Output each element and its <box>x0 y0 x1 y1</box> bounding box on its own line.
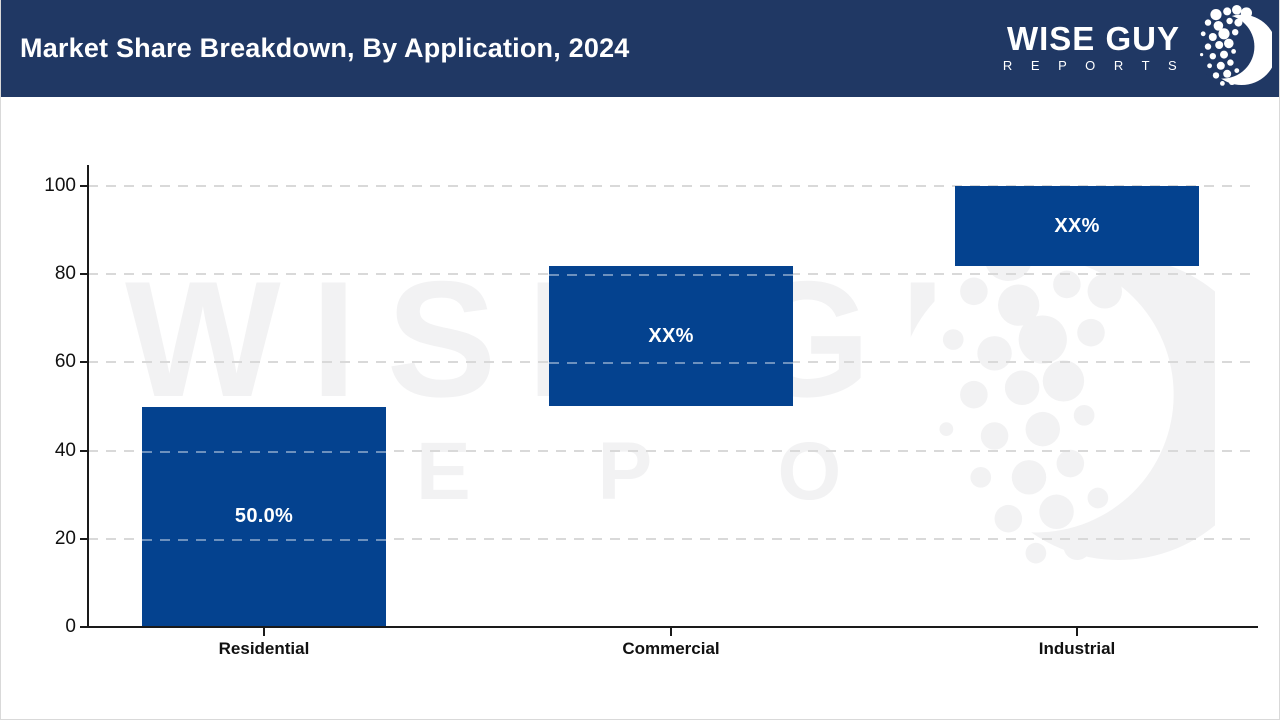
x-axis-label-industrial: Industrial <box>1038 639 1116 658</box>
y-axis-tick-0 <box>80 626 88 628</box>
y-axis-tick-20 <box>80 537 88 540</box>
bar-commercial: XX% <box>549 266 793 407</box>
x-axis-line <box>87 626 1258 628</box>
y-axis-label-60: 60 <box>54 351 76 373</box>
y-axis-tick-60 <box>80 361 88 364</box>
gridline-20 <box>88 537 1256 540</box>
y-axis-tick-100 <box>80 185 88 187</box>
bar-value-label-commercial: XX% <box>648 324 694 347</box>
brand-logo: WISE GUY R E P O R T S <box>1003 0 1274 97</box>
y-axis-line <box>87 165 89 628</box>
chart-title: Market Share Breakdown, By Application, … <box>20 33 630 63</box>
y-axis-tick-40 <box>80 449 88 452</box>
x-axis-tick-residential <box>263 628 265 636</box>
bar-value-label-residential: 50.0% <box>234 505 294 528</box>
x-axis-tick-industrial <box>1076 628 1078 636</box>
x-axis-label-residential: Residential <box>218 639 310 658</box>
y-axis-label-100: 100 <box>44 175 76 196</box>
header-band: Market Share Breakdown, By Application, … <box>0 0 1280 97</box>
bar-value-label-industrial: XX% <box>1054 214 1100 237</box>
logo-wordmark: WISE GUY R E P O R T S <box>1001 20 1186 74</box>
x-axis-tick-commercial <box>670 628 672 636</box>
bar-residential: 50.0% <box>142 406 386 627</box>
gridline-40 <box>88 449 1256 452</box>
y-axis-label-20: 20 <box>54 527 76 549</box>
y-axis-label-40: 40 <box>54 439 76 461</box>
x-axis-label-commercial: Commercial <box>622 639 720 658</box>
y-axis-label-0: 0 <box>65 616 76 637</box>
y-axis-tick-80 <box>80 273 88 276</box>
bar-industrial: XX% <box>955 186 1199 267</box>
y-axis-label-80: 80 <box>54 263 76 285</box>
logo-head-icon <box>1190 5 1272 86</box>
logo-wordmark-line2: R E P O R T S <box>1002 58 1185 73</box>
logo-wordmark-line1: WISE GUY <box>1006 20 1181 57</box>
gridline-100 <box>88 185 1256 187</box>
